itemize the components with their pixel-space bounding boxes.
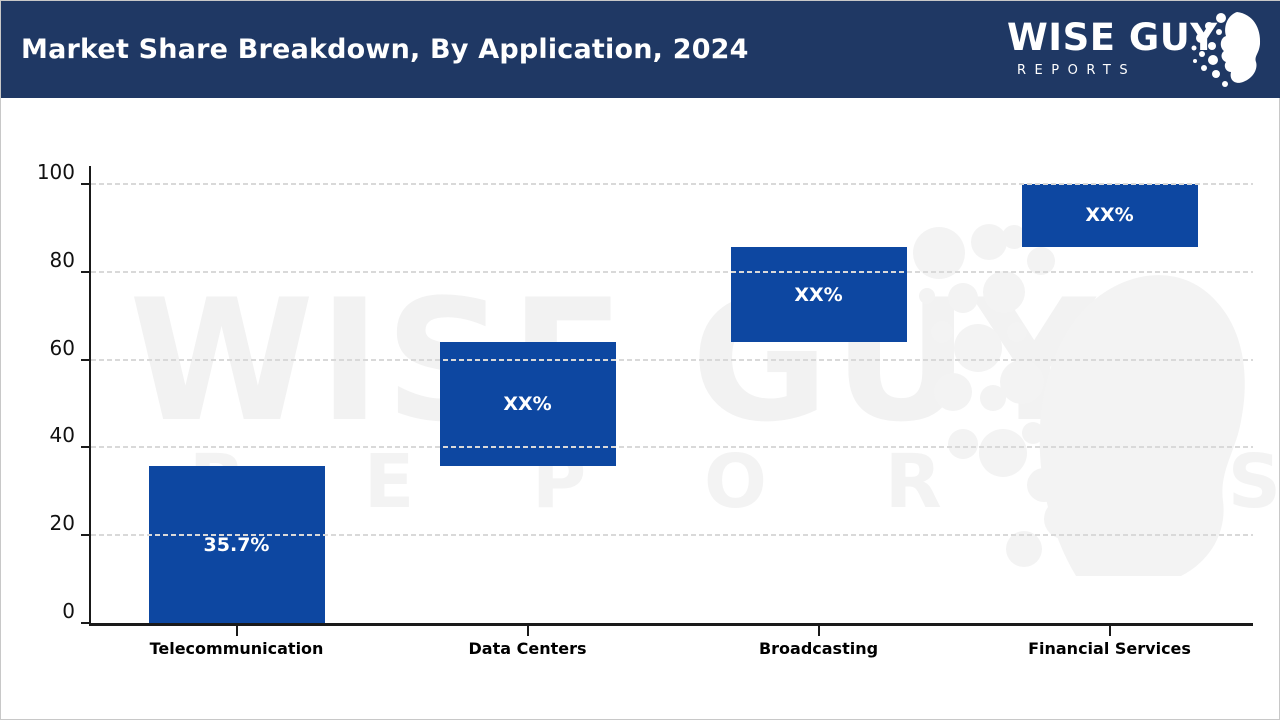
page-title: Market Share Breakdown, By Application, … [21, 34, 749, 65]
gridline-y100 [91, 183, 1253, 185]
y-axis-tick-label: 100 [36, 160, 75, 184]
header-band: Market Share Breakdown, By Application, … [1, 1, 1280, 98]
bar-value-label: XX% [794, 283, 843, 306]
bar-financial-services: XX% [1021, 184, 1198, 247]
y-axis-tick [81, 534, 89, 537]
bar-broadcasting: XX% [730, 246, 907, 343]
logo-text-line1: WISE GUY [1007, 16, 1218, 59]
y-axis-tick [81, 270, 89, 273]
gridline-y80 [91, 270, 1253, 273]
bar-value-label: XX% [1085, 204, 1134, 227]
x-axis-tick [526, 626, 529, 636]
x-axis-tick [235, 626, 238, 636]
y-axis-tick-label: 40 [49, 423, 75, 448]
y-axis-tick [81, 183, 89, 185]
x-axis-category-label: Broadcasting [758, 639, 879, 658]
gridline-y20 [91, 534, 1253, 537]
bar-value-label: XX% [503, 393, 552, 416]
x-axis-tick [817, 626, 820, 636]
y-axis-tick-label: 80 [49, 247, 75, 272]
y-axis-tick-label: 60 [49, 335, 75, 360]
gridline-y60 [91, 358, 1253, 361]
logo-face-dots-icon [1191, 11, 1261, 87]
plot-area: 0 20 40 60 80 100 35.7% Telecommunication XX% Dat… [37, 160, 1253, 658]
gridline-y40 [91, 446, 1253, 449]
logo-text-line2: REPORTS [1017, 63, 1136, 78]
bar-telecommunication: 35.7% [148, 466, 325, 623]
x-axis-category-label: Data Centers [468, 639, 587, 658]
x-axis-tick [1108, 626, 1111, 636]
y-axis-tick-label: 20 [49, 511, 75, 536]
y-axis-tick [81, 446, 89, 449]
y-axis-tick [81, 622, 89, 624]
bar-data-centers: XX% [439, 342, 616, 467]
y-axis-tick-label: 0 [62, 599, 75, 623]
wiseguy-logo: WISE GUY REPORTS [1007, 11, 1261, 87]
x-axis-category-label: Financial Services [1028, 639, 1191, 658]
y-axis-tick [81, 358, 89, 361]
bar-value-label: 35.7% [203, 533, 270, 556]
x-axis-category-label: Telecommunication [149, 639, 324, 658]
